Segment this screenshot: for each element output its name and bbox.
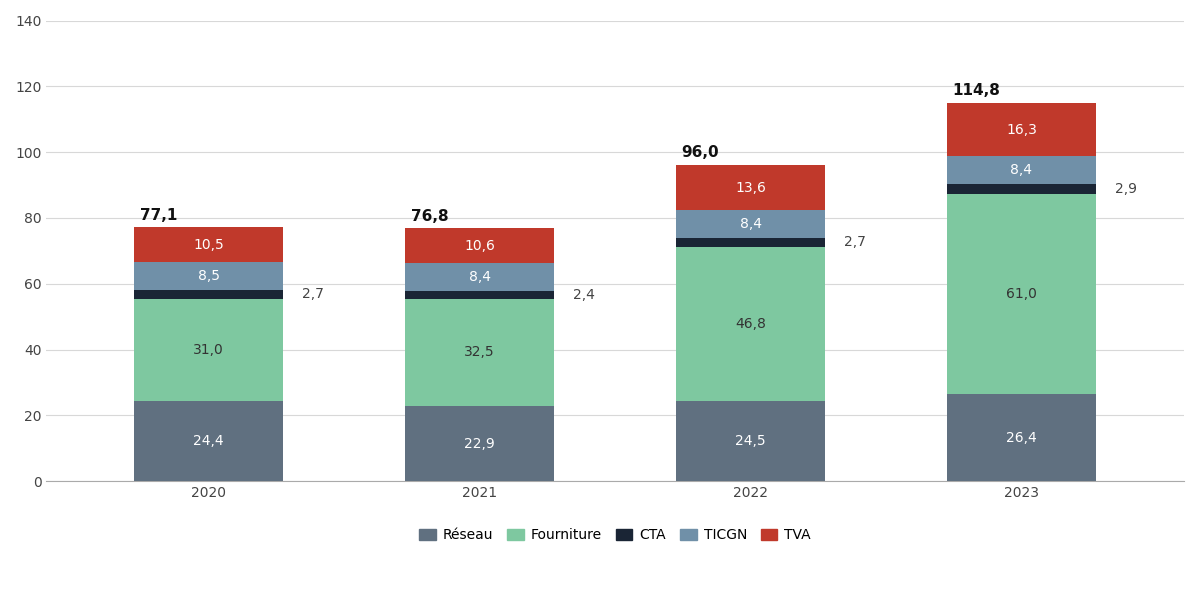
Bar (947, 156, 1096, 184)
Text: 77,1: 77,1 (140, 207, 177, 223)
Text: 8,4: 8,4 (469, 270, 490, 284)
Text: 10,5: 10,5 (193, 238, 224, 252)
Text: 46,8: 46,8 (735, 317, 766, 331)
Bar (405, 299, 554, 406)
Text: 2,7: 2,7 (844, 235, 866, 249)
Text: 10,6: 10,6 (464, 239, 495, 253)
Bar (134, 290, 283, 299)
Legend: Réseau, Fourniture, CTA, TICGN, TVA: Réseau, Fourniture, CTA, TICGN, TVA (414, 523, 817, 548)
Bar (134, 401, 283, 481)
Bar (676, 210, 825, 238)
Text: 24,5: 24,5 (735, 434, 766, 448)
Bar (134, 299, 283, 401)
Bar (676, 247, 825, 401)
Text: 22,9: 22,9 (464, 437, 495, 450)
Bar (947, 184, 1096, 193)
Text: 2,7: 2,7 (302, 288, 324, 301)
Bar (405, 291, 554, 299)
Text: 76,8: 76,8 (410, 208, 448, 223)
Text: 32,5: 32,5 (464, 346, 495, 359)
Text: 31,0: 31,0 (193, 343, 224, 357)
Bar (134, 228, 283, 262)
Text: 2,4: 2,4 (573, 288, 595, 302)
Bar (947, 103, 1096, 156)
Text: 8,5: 8,5 (198, 269, 219, 283)
Bar (405, 264, 554, 291)
Text: 8,4: 8,4 (740, 217, 761, 231)
Text: 16,3: 16,3 (1006, 123, 1037, 137)
Bar (405, 228, 554, 264)
Text: 24,4: 24,4 (193, 434, 224, 448)
Bar (676, 165, 825, 210)
Text: 114,8: 114,8 (952, 83, 1000, 98)
Bar (947, 394, 1096, 481)
Bar (405, 406, 554, 481)
Text: 13,6: 13,6 (735, 181, 766, 195)
Text: 26,4: 26,4 (1006, 431, 1037, 445)
Text: 2,9: 2,9 (1115, 182, 1137, 196)
Text: 8,4: 8,4 (1011, 164, 1032, 177)
Text: 96,0: 96,0 (681, 146, 719, 161)
Bar (134, 262, 283, 290)
Bar (676, 401, 825, 481)
Text: 61,0: 61,0 (1006, 287, 1037, 301)
Bar (947, 193, 1096, 394)
Bar (676, 238, 825, 247)
